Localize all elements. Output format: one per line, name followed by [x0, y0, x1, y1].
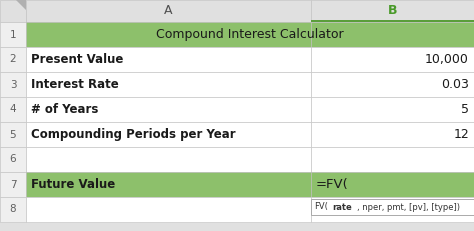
Text: Present Value: Present Value	[31, 53, 123, 66]
Bar	[311, 172, 474, 197]
Text: Interest Rate: Interest Rate	[31, 78, 119, 91]
Bar	[26, 147, 311, 172]
Bar	[311, 197, 474, 222]
Bar	[311, 0, 474, 22]
Text: B: B	[388, 4, 397, 18]
Text: , nper, pmt, [pv], [type]): , nper, pmt, [pv], [type])	[357, 203, 460, 212]
Polygon shape	[16, 0, 26, 10]
Bar	[26, 0, 311, 22]
Text: # of Years: # of Years	[31, 103, 99, 116]
Text: 1: 1	[9, 30, 16, 40]
Text: 12: 12	[453, 128, 469, 141]
Bar	[26, 97, 311, 122]
Bar	[311, 199, 474, 215]
Text: 4: 4	[9, 104, 16, 115]
Bar	[0, 72, 26, 97]
Bar	[26, 172, 311, 197]
Bar	[0, 172, 26, 197]
Bar	[0, 0, 26, 22]
Text: A: A	[164, 4, 173, 18]
Text: 2: 2	[9, 55, 16, 64]
Text: 6: 6	[9, 155, 16, 164]
Text: 5: 5	[461, 103, 469, 116]
Bar	[311, 147, 474, 172]
Text: 8: 8	[9, 204, 16, 215]
Bar	[311, 122, 474, 147]
Bar	[0, 197, 26, 222]
Bar	[26, 197, 311, 222]
Bar	[0, 47, 26, 72]
Text: 3: 3	[9, 79, 16, 89]
Text: =FV(: =FV(	[316, 178, 349, 191]
Text: Future Value: Future Value	[31, 178, 115, 191]
Text: 7: 7	[9, 179, 16, 189]
Bar	[26, 22, 311, 47]
Text: FV(: FV(	[314, 203, 328, 212]
Bar	[26, 47, 311, 72]
Bar	[311, 22, 474, 47]
Bar	[0, 97, 26, 122]
Bar	[26, 122, 311, 147]
Bar	[0, 22, 26, 47]
Bar	[311, 72, 474, 97]
Text: 5: 5	[9, 130, 16, 140]
Text: Compounding Periods per Year: Compounding Periods per Year	[31, 128, 236, 141]
Bar	[311, 47, 474, 72]
Bar	[311, 97, 474, 122]
Text: 0.03: 0.03	[441, 78, 469, 91]
Bar	[0, 122, 26, 147]
Bar	[26, 72, 311, 97]
Text: 10,000: 10,000	[425, 53, 469, 66]
Bar	[0, 147, 26, 172]
Text: Compound Interest Calculator: Compound Interest Calculator	[156, 28, 344, 41]
Bar	[311, 20, 474, 22]
Text: rate: rate	[332, 203, 352, 212]
